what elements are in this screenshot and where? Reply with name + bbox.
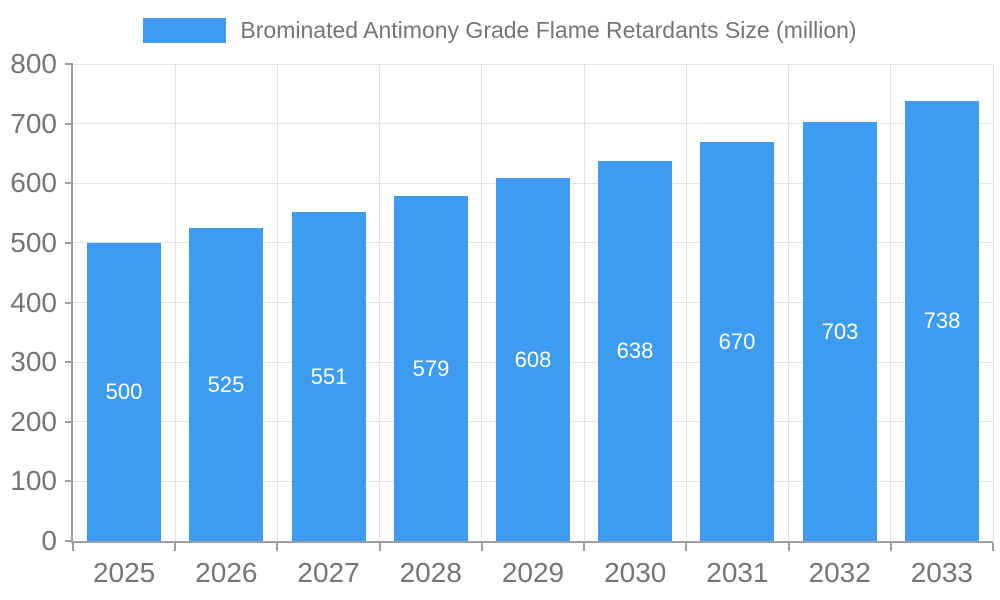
v-gridline	[276, 64, 278, 541]
bar[interactable]: 608	[496, 178, 570, 541]
x-axis-tick	[72, 543, 74, 551]
y-tick-label: 100	[10, 465, 57, 497]
y-tick-label: 500	[10, 226, 57, 258]
v-gridline	[685, 64, 687, 541]
plot-area: 500 525 551 579 608 638 670 703 738	[73, 63, 994, 541]
y-axis-tick	[65, 361, 73, 364]
x-tick-label: 2029	[501, 557, 565, 588]
bar-value-label: 500	[105, 379, 143, 404]
x-axis-line	[71, 541, 993, 543]
x-axis-tick	[787, 543, 790, 551]
y-axis-tick	[65, 182, 73, 185]
y-axis-tick	[65, 122, 73, 125]
bar[interactable]: 670	[700, 142, 774, 541]
v-gridline	[890, 64, 892, 541]
h-gridline	[73, 63, 993, 65]
bar-value-label: 551	[310, 363, 348, 389]
v-gridline	[174, 64, 176, 541]
y-axis-tick	[65, 63, 73, 65]
v-gridline	[583, 64, 585, 541]
legend-label: Brominated Antimony Grade Flame Retardan…	[240, 16, 857, 43]
bar[interactable]: 500	[87, 243, 161, 541]
y-axis-tick	[65, 420, 73, 423]
y-tick-label: 400	[10, 286, 57, 318]
v-gridline	[379, 64, 381, 541]
x-axis-tick	[378, 543, 381, 551]
y-axis-line	[71, 64, 73, 543]
x-tick-label: 2030	[604, 557, 667, 588]
legend[interactable]: Brominated Antimony Grade Flame Retardan…	[0, 14, 1000, 46]
bar[interactable]: 703	[803, 122, 877, 541]
y-axis-tick	[65, 480, 73, 483]
x-axis-tick	[685, 543, 688, 551]
legend-swatch	[143, 17, 227, 43]
y-tick-label: 600	[10, 167, 57, 199]
x-tick-label: 2028	[399, 557, 462, 588]
bar[interactable]: 638	[598, 161, 672, 541]
y-axis-tick	[65, 241, 73, 244]
bar[interactable]: 738	[905, 101, 979, 541]
y-tick-label: 800	[10, 48, 57, 79]
x-axis-tick	[276, 543, 279, 551]
y-tick-label: 0	[41, 525, 57, 556]
bar-value-label: 670	[718, 328, 756, 354]
v-gridline	[788, 64, 790, 541]
bar-value-label: 608	[514, 346, 552, 372]
bar[interactable]: 525	[189, 228, 263, 541]
h-gridline	[73, 123, 993, 125]
v-gridline	[992, 64, 994, 541]
bar-value-label: 703	[821, 318, 859, 344]
x-axis-tick	[889, 543, 892, 551]
x-tick-label: 2033	[910, 557, 974, 588]
y-tick-label: 300	[10, 346, 57, 378]
bar[interactable]: 579	[394, 196, 468, 541]
x-tick-label: 2026	[195, 557, 258, 588]
bar[interactable]: 551	[292, 212, 366, 541]
x-tick-label: 2025	[92, 557, 156, 588]
x-tick-label: 2027	[297, 557, 360, 588]
bar-value-label: 738	[923, 308, 961, 333]
x-tick-label: 2032	[808, 557, 871, 588]
y-axis-tick	[65, 540, 73, 542]
x-axis-tick	[583, 543, 586, 551]
bar-value-label: 579	[412, 355, 450, 381]
bar-value-label: 638	[616, 338, 654, 363]
x-axis-tick	[480, 543, 483, 551]
x-axis-tick	[992, 543, 994, 551]
x-axis-tick	[174, 543, 177, 551]
x-tick-label: 2031	[706, 557, 769, 588]
bar-value-label: 525	[207, 371, 245, 397]
y-tick-label: 700	[10, 107, 57, 139]
v-gridline	[481, 64, 483, 541]
y-axis-tick	[65, 301, 73, 304]
y-tick-label: 200	[10, 405, 57, 437]
